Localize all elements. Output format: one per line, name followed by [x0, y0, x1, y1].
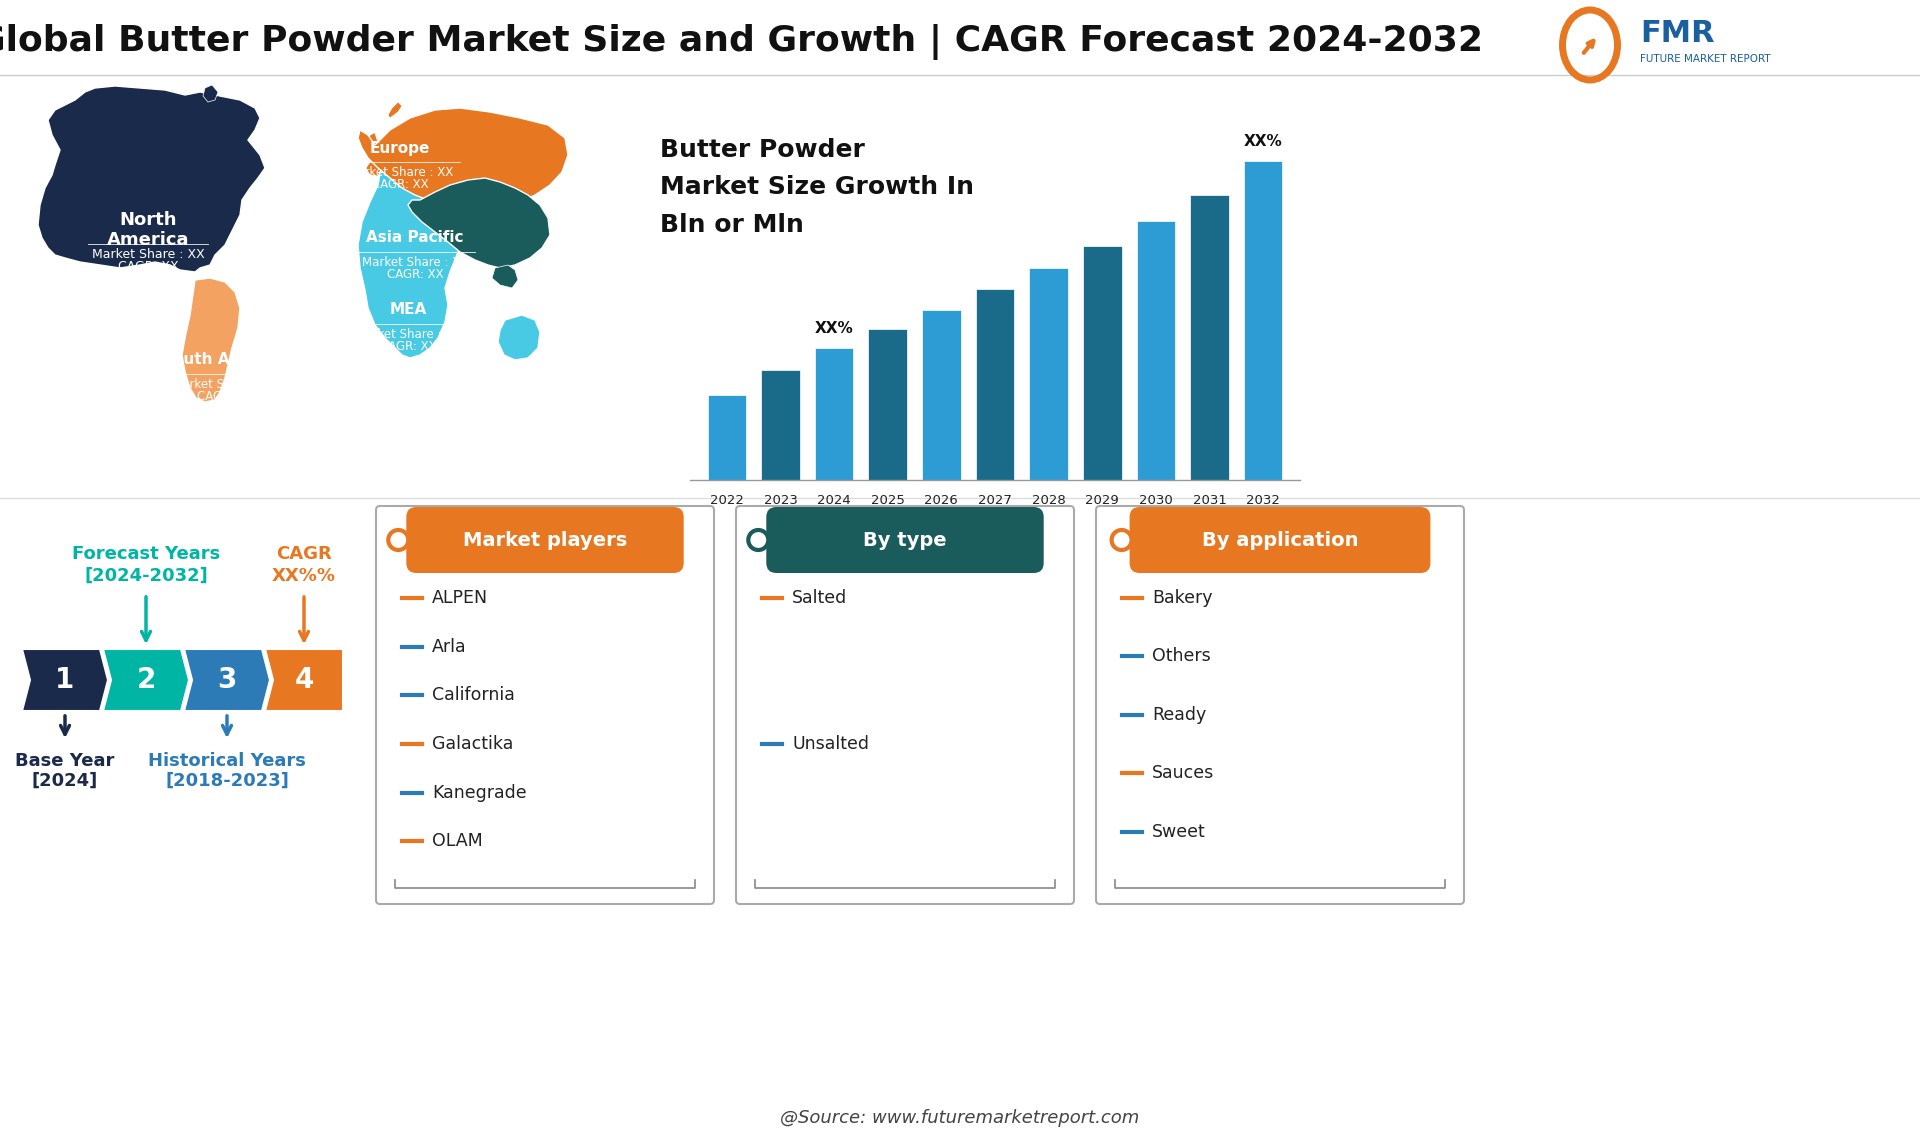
FancyBboxPatch shape [407, 507, 684, 573]
Text: FUTURE MARKET REPORT: FUTURE MARKET REPORT [1640, 54, 1770, 64]
Text: Base Year: Base Year [15, 752, 115, 770]
Text: Global Butter Powder Market Size and Growth | CAGR Forecast 2024-2032: Global Butter Powder Market Size and Gro… [0, 24, 1484, 60]
Text: CAGR: CAGR [276, 545, 332, 563]
Text: CAGR: XX: CAGR: XX [386, 267, 444, 281]
Bar [1137, 221, 1175, 480]
Text: 2022: 2022 [710, 494, 743, 507]
Polygon shape [407, 178, 549, 268]
Circle shape [1112, 529, 1131, 550]
Polygon shape [365, 118, 438, 172]
Polygon shape [104, 649, 188, 711]
Text: Bakery: Bakery [1152, 589, 1213, 607]
Text: 2025: 2025 [872, 494, 904, 507]
Text: 1: 1 [56, 666, 75, 694]
Polygon shape [436, 188, 459, 222]
FancyBboxPatch shape [376, 507, 714, 904]
Text: @Source: www.futuremarketreport.com: @Source: www.futuremarketreport.com [780, 1109, 1140, 1127]
Text: North
America: North America [108, 211, 190, 250]
Text: CAGR: XX: CAGR: XX [372, 178, 428, 190]
Bar [1029, 267, 1068, 480]
Text: Market players: Market players [463, 531, 628, 549]
Circle shape [749, 529, 768, 550]
Bar [975, 289, 1014, 480]
Text: Salted: Salted [791, 589, 847, 607]
Bar [814, 348, 852, 480]
Text: Arla: Arla [432, 637, 467, 656]
Text: Butter Powder
Market Size Growth In
Bln or Mln: Butter Powder Market Size Growth In Bln … [660, 138, 973, 236]
Bar [1083, 246, 1121, 480]
Text: XX%: XX% [1244, 134, 1283, 149]
Text: Ready: Ready [1152, 706, 1206, 724]
Bar [1244, 162, 1283, 480]
Text: XX%: XX% [814, 321, 854, 336]
Polygon shape [184, 649, 271, 711]
Text: 2028: 2028 [1031, 494, 1066, 507]
Text: 2032: 2032 [1246, 494, 1281, 507]
Text: 2027: 2027 [977, 494, 1012, 507]
Text: Others: Others [1152, 647, 1212, 666]
Text: ALPEN: ALPEN [432, 589, 488, 607]
Polygon shape [265, 649, 344, 711]
Text: Historical Years: Historical Years [148, 752, 305, 770]
Text: [2018-2023]: [2018-2023] [165, 772, 288, 790]
Polygon shape [367, 160, 382, 176]
Text: 2023: 2023 [764, 494, 797, 507]
Polygon shape [497, 315, 540, 360]
Text: Kanegrade: Kanegrade [432, 784, 526, 802]
Text: Asia Pacific: Asia Pacific [367, 230, 465, 245]
Bar [707, 395, 747, 480]
Polygon shape [182, 278, 240, 402]
Circle shape [388, 529, 409, 550]
Text: Forecast Years: Forecast Years [71, 545, 221, 563]
Text: Market Share : XX: Market Share : XX [173, 377, 278, 391]
Text: Market Share : XX: Market Share : XX [361, 256, 468, 268]
Text: Unsalted: Unsalted [791, 735, 870, 753]
Text: 4: 4 [294, 666, 313, 694]
Polygon shape [204, 85, 219, 102]
Bar [1190, 195, 1229, 480]
Bar [760, 369, 801, 480]
Text: OLAM: OLAM [432, 832, 482, 850]
Text: By type: By type [864, 531, 947, 549]
Polygon shape [388, 102, 401, 118]
Text: MEA: MEA [390, 303, 426, 317]
Polygon shape [21, 649, 108, 711]
Text: CAGR: XX: CAGR: XX [117, 259, 179, 273]
Text: South America: South America [161, 353, 288, 368]
Text: 2: 2 [136, 666, 156, 694]
Text: 2024: 2024 [818, 494, 851, 507]
Text: Sweet: Sweet [1152, 823, 1206, 841]
Polygon shape [38, 86, 265, 272]
Text: Galactika: Galactika [432, 735, 513, 753]
Text: [2024-2032]: [2024-2032] [84, 567, 207, 584]
Text: [2024]: [2024] [33, 772, 98, 790]
Text: CAGR: XX: CAGR: XX [196, 390, 253, 402]
Text: 2031: 2031 [1192, 494, 1227, 507]
Text: Market Share : XX: Market Share : XX [348, 165, 453, 179]
Text: 2026: 2026 [925, 494, 958, 507]
Text: 2029: 2029 [1085, 494, 1119, 507]
Bar [868, 329, 906, 480]
Text: XX%%: XX%% [273, 567, 336, 584]
Text: Europe: Europe [371, 141, 430, 156]
Text: Sauces: Sauces [1152, 764, 1213, 783]
Text: FMR: FMR [1640, 18, 1715, 47]
FancyBboxPatch shape [735, 507, 1073, 904]
Polygon shape [357, 108, 568, 218]
Text: California: California [432, 686, 515, 705]
Bar [922, 311, 960, 480]
Text: Market Share : XX: Market Share : XX [355, 328, 461, 340]
Text: 2030: 2030 [1139, 494, 1173, 507]
Text: By application: By application [1202, 531, 1357, 549]
Text: Market Share : XX: Market Share : XX [92, 248, 204, 260]
FancyBboxPatch shape [1096, 507, 1463, 904]
FancyBboxPatch shape [1129, 507, 1430, 573]
Text: 3: 3 [217, 666, 236, 694]
FancyBboxPatch shape [766, 507, 1044, 573]
Polygon shape [492, 265, 518, 288]
Text: CAGR: XX: CAGR: XX [380, 339, 436, 353]
Polygon shape [357, 165, 463, 358]
